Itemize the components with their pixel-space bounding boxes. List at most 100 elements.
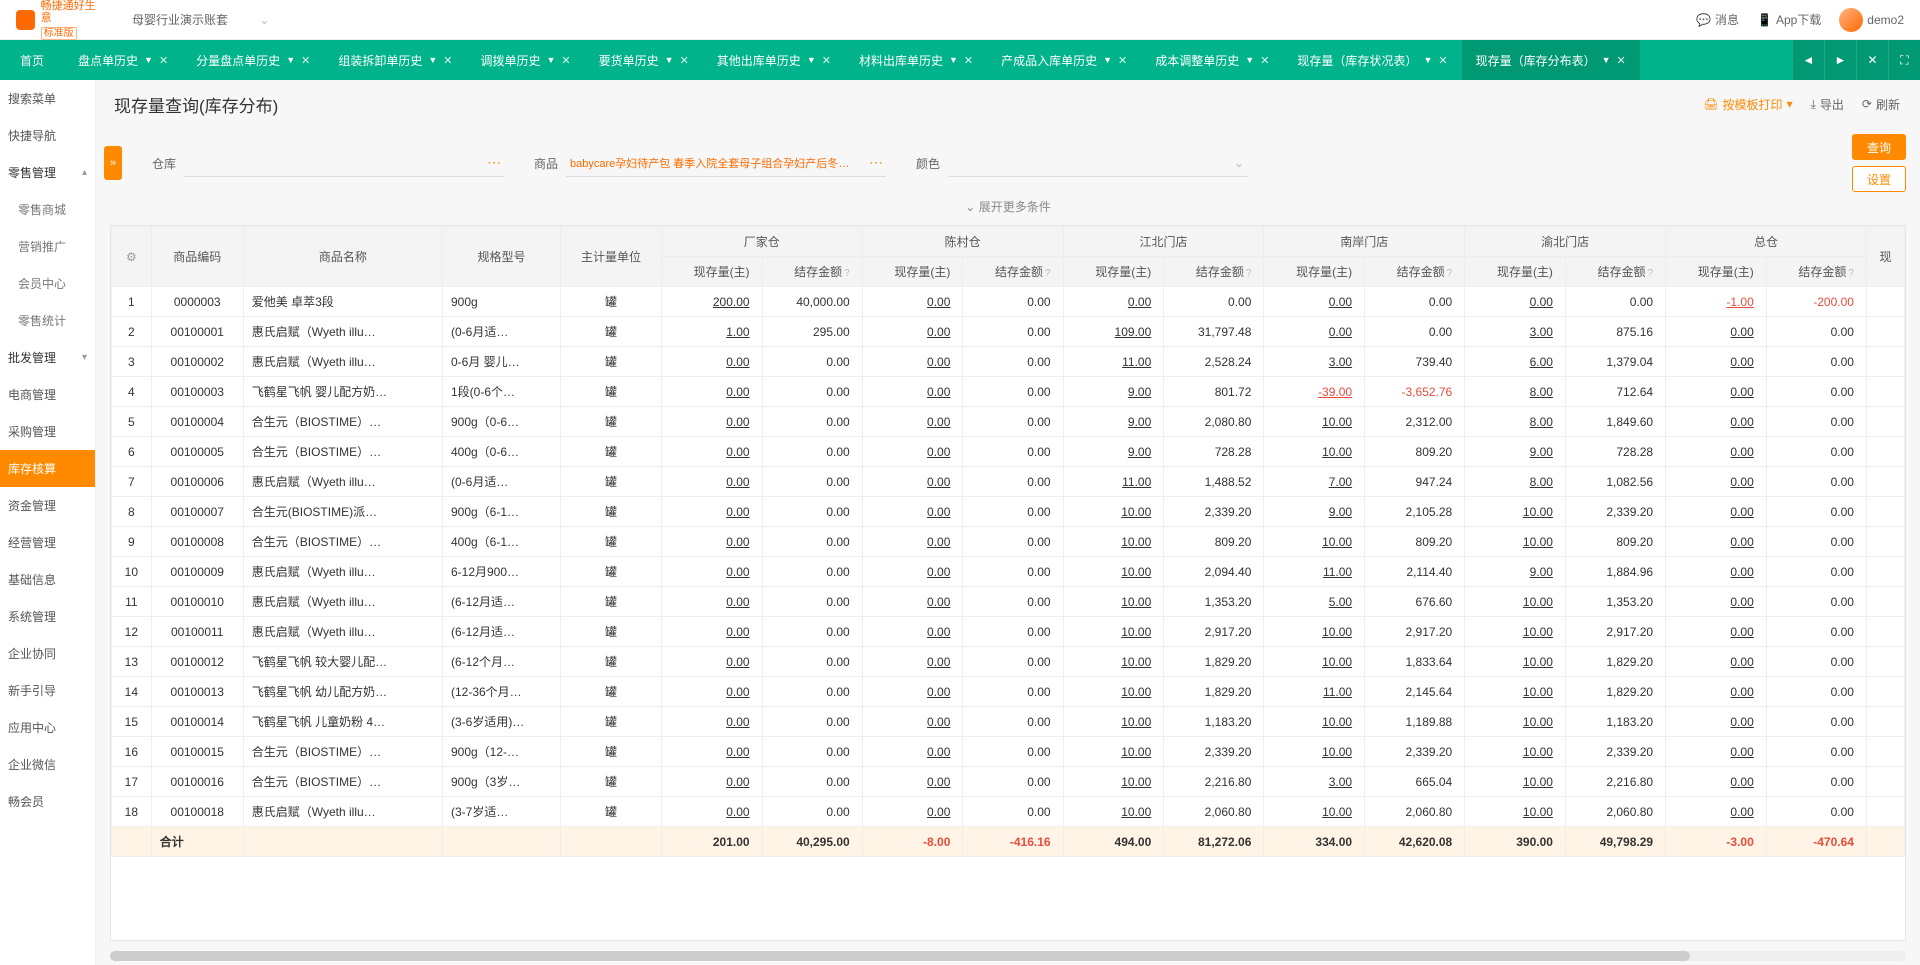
qty-cell[interactable]: 10.00 — [1465, 767, 1566, 797]
sidebar-item-15[interactable]: 企业协同 — [0, 635, 95, 672]
qty-cell[interactable]: 10.00 — [1465, 497, 1566, 527]
close-icon[interactable]: ✕ — [822, 54, 831, 67]
close-icon[interactable]: ✕ — [443, 54, 452, 67]
table-row[interactable]: 1500100014飞鹤星飞帆 儿童奶粉 4…(3-6岁适用)…罐0.000.0… — [112, 707, 1905, 737]
qty-cell[interactable]: 0.00 — [1264, 317, 1365, 347]
qty-cell[interactable]: 0.00 — [1666, 527, 1767, 557]
tab-7[interactable]: 材料出库单历史▼✕ — [845, 40, 987, 80]
sidebar-item-6[interactable]: 零售统计 — [0, 302, 95, 339]
close-icon[interactable]: ✕ — [1118, 54, 1127, 67]
qty-cell[interactable]: 0.00 — [1666, 707, 1767, 737]
qty-cell[interactable]: 10.00 — [1264, 707, 1365, 737]
qty-cell[interactable]: -39.00 — [1264, 377, 1365, 407]
qty-cell[interactable]: 10.00 — [1063, 497, 1164, 527]
horizontal-scrollbar[interactable] — [110, 951, 1906, 961]
qty-cell[interactable]: 10.00 — [1063, 527, 1164, 557]
qty-cell[interactable]: 10.00 — [1264, 407, 1365, 437]
qty-cell[interactable]: 8.00 — [1465, 377, 1566, 407]
qty-cell[interactable]: 10.00 — [1264, 437, 1365, 467]
qty-cell[interactable]: 0.00 — [862, 347, 963, 377]
qty-cell[interactable]: 8.00 — [1465, 467, 1566, 497]
qty-cell[interactable]: 10.00 — [1465, 647, 1566, 677]
qty-cell[interactable]: 0.00 — [1666, 467, 1767, 497]
sidebar-item-5[interactable]: 会员中心 — [0, 265, 95, 302]
qty-cell[interactable]: 0.00 — [862, 587, 963, 617]
qty-cell[interactable]: 10.00 — [1264, 527, 1365, 557]
qty-cell[interactable]: -1.00 — [1666, 287, 1767, 317]
sidebar-item-19[interactable]: 畅会员 — [0, 783, 95, 820]
qty-cell[interactable]: 10.00 — [1264, 647, 1365, 677]
color-input[interactable]: ⌄ — [948, 149, 1248, 177]
qty-cell[interactable]: 0.00 — [661, 407, 762, 437]
fullscreen-toggle[interactable]: ⛶ — [1888, 40, 1920, 80]
tab-1[interactable]: 盘点单历史▼✕ — [64, 40, 182, 80]
search-button[interactable]: 查询 — [1852, 134, 1906, 160]
table-row[interactable]: 1400100013飞鹤星飞帆 幼儿配方奶…(12-36个月…罐0.000.00… — [112, 677, 1905, 707]
qty-cell[interactable]: 0.00 — [661, 647, 762, 677]
sidebar-item-4[interactable]: 营销推广 — [0, 228, 95, 265]
qty-cell[interactable]: 10.00 — [1465, 737, 1566, 767]
qty-cell[interactable]: 200.00 — [661, 287, 762, 317]
close-icon[interactable]: ✕ — [1438, 54, 1447, 67]
qty-cell[interactable]: 11.00 — [1264, 677, 1365, 707]
sidebar-item-3[interactable]: 零售商城 — [0, 191, 95, 228]
qty-cell[interactable]: 0.00 — [862, 527, 963, 557]
qty-cell[interactable]: 0.00 — [1666, 737, 1767, 767]
qty-cell[interactable]: 0.00 — [1666, 347, 1767, 377]
qty-cell[interactable]: 0.00 — [862, 707, 963, 737]
table-row[interactable]: 1600100015合生元（BIOSTIME）…900g（12-…罐0.000.… — [112, 737, 1905, 767]
table-row[interactable]: 1700100016合生元（BIOSTIME）…900g（3岁…罐0.000.0… — [112, 767, 1905, 797]
user-menu[interactable]: demo2 — [1839, 8, 1904, 32]
qty-cell[interactable]: 8.00 — [1465, 407, 1566, 437]
qty-cell[interactable]: 3.00 — [1264, 347, 1365, 377]
qty-cell[interactable]: 10.00 — [1465, 617, 1566, 647]
qty-cell[interactable]: 5.00 — [1264, 587, 1365, 617]
qty-cell[interactable]: 0.00 — [1666, 437, 1767, 467]
expand-filters-button[interactable]: ⌄ 展开更多条件 — [96, 192, 1920, 225]
qty-cell[interactable]: 0.00 — [661, 797, 762, 827]
qty-cell[interactable]: 0.00 — [1666, 497, 1767, 527]
qty-cell[interactable]: 9.00 — [1063, 377, 1164, 407]
qty-cell[interactable]: 10.00 — [1465, 587, 1566, 617]
qty-cell[interactable]: 0.00 — [1465, 287, 1566, 317]
qty-cell[interactable]: 0.00 — [661, 767, 762, 797]
qty-cell[interactable]: 0.00 — [1666, 407, 1767, 437]
close-icon[interactable]: ✕ — [159, 54, 168, 67]
refresh-button[interactable]: ⟳刷新 — [1862, 96, 1900, 113]
sidebar-item-1[interactable]: 快捷导航 — [0, 117, 95, 154]
tab-5[interactable]: 要货单历史▼✕ — [585, 40, 703, 80]
qty-cell[interactable]: 0.00 — [1666, 317, 1767, 347]
qty-cell[interactable]: 10.00 — [1465, 797, 1566, 827]
tab-9[interactable]: 成本调整单历史▼✕ — [1141, 40, 1283, 80]
qty-cell[interactable]: 10.00 — [1063, 557, 1164, 587]
qty-cell[interactable]: 10.00 — [1465, 677, 1566, 707]
close-icon[interactable]: ✕ — [561, 54, 570, 67]
qty-cell[interactable]: 9.00 — [1264, 497, 1365, 527]
qty-cell[interactable]: 0.00 — [1666, 587, 1767, 617]
sidebar-item-18[interactable]: 企业微信 — [0, 746, 95, 783]
table-row[interactable]: 1300100012飞鹤星飞帆 较大婴儿配…(6-12个月…罐0.000.000… — [112, 647, 1905, 677]
tab-2[interactable]: 分量盘点单历史▼✕ — [182, 40, 324, 80]
qty-cell[interactable]: 0.00 — [862, 467, 963, 497]
qty-cell[interactable]: 0.00 — [862, 767, 963, 797]
qty-cell[interactable]: 10.00 — [1264, 737, 1365, 767]
qty-cell[interactable]: 3.00 — [1465, 317, 1566, 347]
qty-cell[interactable]: 0.00 — [661, 587, 762, 617]
qty-cell[interactable]: 0.00 — [862, 557, 963, 587]
qty-cell[interactable]: 10.00 — [1465, 527, 1566, 557]
table-row[interactable]: 200100001惠氏启赋（Wyeth illu…(0-6月适…罐1.00295… — [112, 317, 1905, 347]
qty-cell[interactable]: 11.00 — [1264, 557, 1365, 587]
qty-cell[interactable]: 10.00 — [1063, 707, 1164, 737]
qty-cell[interactable]: 11.00 — [1063, 347, 1164, 377]
qty-cell[interactable]: 6.00 — [1465, 347, 1566, 377]
qty-cell[interactable]: 0.00 — [661, 617, 762, 647]
qty-cell[interactable]: 9.00 — [1063, 407, 1164, 437]
qty-cell[interactable]: 9.00 — [1465, 557, 1566, 587]
table-row[interactable]: 1100100010惠氏启赋（Wyeth illu…(6-12月适…罐0.000… — [112, 587, 1905, 617]
qty-cell[interactable]: 10.00 — [1063, 797, 1164, 827]
qty-cell[interactable]: 10.00 — [1063, 677, 1164, 707]
settings-button[interactable]: 设置 — [1852, 166, 1906, 192]
qty-cell[interactable]: 10.00 — [1063, 767, 1164, 797]
sidebar-item-17[interactable]: 应用中心 — [0, 709, 95, 746]
sidebar-item-7[interactable]: 批发管理▾ — [0, 339, 95, 376]
